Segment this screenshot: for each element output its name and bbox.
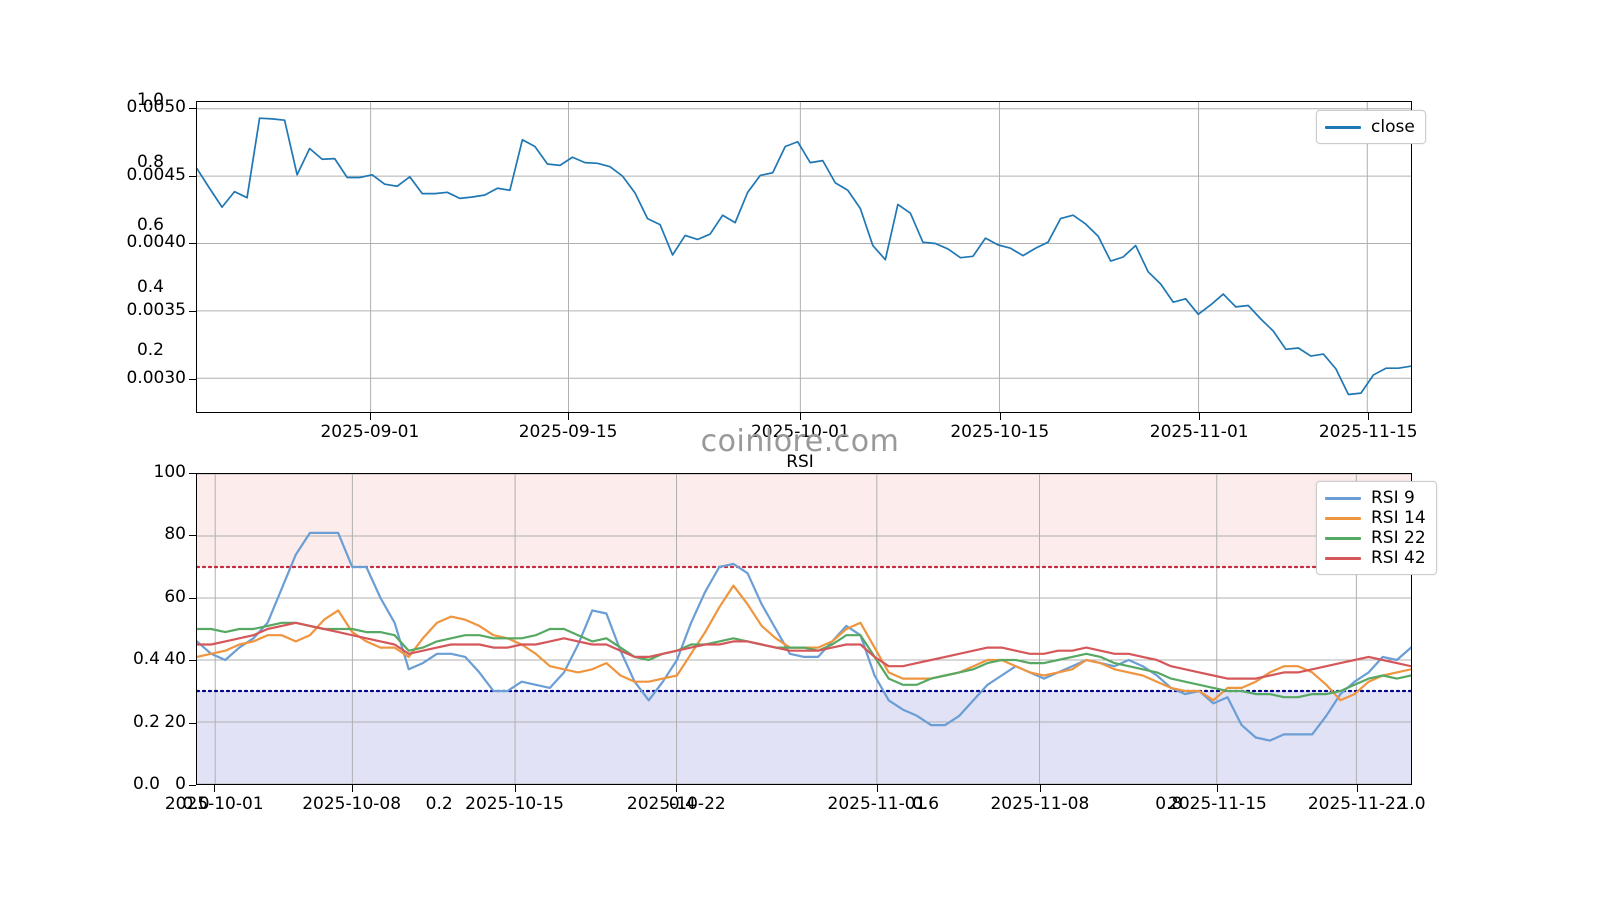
rsi-x-tick-mark (1357, 785, 1359, 792)
price-legend: close (1316, 110, 1426, 144)
price-y-tick-label: 0.0040 (126, 232, 186, 253)
rsi-x-tick-label: 2025-10-15 (465, 794, 564, 814)
legend-color-swatch-icon (1325, 516, 1361, 520)
rsi-x-tick-label: 2025-11-22 (1307, 794, 1407, 814)
rsi-y-tick-label: 20 (164, 711, 186, 732)
price-chart-panel (196, 101, 1412, 413)
rsi-plot-area (197, 474, 1411, 784)
legend-color-swatch-icon (1325, 125, 1361, 129)
price-y-tick-secondary-label: 0.6 (136, 214, 164, 235)
rsi-legend-item[interactable]: RSI 22 (1325, 528, 1426, 548)
rsi-x-tick-secondary-label: 0.6 (912, 794, 940, 814)
rsi-x-tick-label: 2025-10-22 (626, 794, 726, 814)
rsi-y-tick-mark (189, 535, 196, 537)
price-y-tick-mark (189, 243, 196, 245)
rsi-x-tick-label: 2025-10-01 (164, 794, 264, 814)
rsi-chart-panel (196, 473, 1412, 785)
rsi-x-tick-label: 2025-11-01 (827, 794, 927, 814)
legend-item-label: RSI 14 (1371, 508, 1426, 528)
price-y-tick-label: 0.0050 (126, 96, 186, 117)
legend-item-label: RSI 42 (1371, 548, 1426, 568)
rsi-x-tick-mark (1217, 785, 1219, 792)
rsi-y-tick-label: 40 (164, 649, 186, 670)
rsi-y-tick-secondary-label: 0.0 (132, 774, 160, 794)
rsi-chart-title: RSI (786, 452, 814, 472)
price-y-tick-label: 0.0045 (126, 164, 186, 185)
price-x-tick-mark (369, 413, 371, 420)
rsi-x-tick-secondary-label: 0.0 (182, 794, 210, 814)
price-x-tick-mark (568, 413, 570, 420)
rsi-legend-item[interactable]: RSI 42 (1325, 548, 1426, 568)
price-x-tick-label: 2025-10-01 (750, 422, 850, 442)
rsi-legend: RSI 9 RSI 14 RSI 22 RSI 42 (1316, 481, 1437, 575)
price-y-tick-secondary-label: 0.8 (136, 152, 164, 173)
rsi-y-tick-label: 100 (153, 462, 186, 482)
rsi-x-tick-mark (1039, 785, 1041, 792)
rsi-y-tick-mark (189, 785, 196, 786)
rsi-x-tick-mark (514, 785, 516, 792)
price-y-tick-secondary-label: 1.0 (136, 90, 164, 110)
price-x-tick-label: 2025-10-15 (950, 422, 1050, 442)
price-x-tick-label: 2025-09-01 (320, 422, 420, 442)
price-y-tick-secondary-label: 0.2 (136, 339, 164, 360)
price-x-tick-label: 2025-11-15 (1318, 422, 1418, 442)
price-y-tick-mark (189, 175, 196, 177)
price-y-tick-label: 0.0030 (126, 368, 186, 389)
rsi-x-tick-label: 2025-11-15 (1168, 794, 1267, 814)
rsi-y-tick-mark (189, 722, 196, 724)
legend-color-swatch-icon (1325, 556, 1361, 560)
price-x-tick-mark (999, 413, 1001, 420)
rsi-y-tick-secondary-label: 0.2 (132, 711, 160, 732)
price-y-tick-label: 0.0035 (126, 300, 186, 321)
price-y-tick-mark (189, 379, 196, 381)
rsi-y-tick-secondary-label: 0.4 (132, 649, 160, 670)
price-x-tick-label: 2025-11-01 (1149, 422, 1249, 442)
rsi-y-tick-label: 0 (175, 774, 186, 794)
rsi-y-tick-mark (189, 660, 196, 662)
rsi-x-tick-secondary-label: 0.4 (668, 794, 696, 814)
price-x-tick-mark (1368, 413, 1370, 420)
price-x-tick-mark (800, 413, 802, 420)
rsi-y-tick-label: 80 (164, 524, 186, 545)
rsi-x-tick-label: 2025-10-08 (302, 794, 402, 814)
legend-item-label: RSI 9 (1371, 488, 1415, 508)
rsi-x-tick-mark (676, 785, 678, 792)
rsi-y-tick-mark (189, 473, 196, 474)
price-x-tick-label: 2025-09-15 (518, 422, 618, 442)
rsi-x-tick-mark (351, 785, 353, 792)
rsi-x-tick-label: 2025-11-08 (990, 794, 1090, 814)
price-legend-item[interactable]: close (1325, 117, 1415, 137)
price-x-tick-mark (1199, 413, 1201, 420)
rsi-x-tick-mark (876, 785, 878, 792)
legend-color-swatch-icon (1325, 496, 1361, 500)
price-y-tick-mark (189, 311, 196, 313)
rsi-legend-item[interactable]: RSI 9 (1325, 488, 1426, 508)
rsi-x-tick-mark (214, 785, 216, 792)
rsi-x-tick-secondary-label: 0.2 (425, 794, 453, 814)
price-plot-area (197, 102, 1411, 412)
legend-item-label: RSI 22 (1371, 528, 1426, 548)
rsi-x-tick-secondary-label: 1.0 (1398, 794, 1426, 814)
rsi-y-tick-mark (189, 597, 196, 599)
rsi-x-tick-secondary-label: 0.8 (1155, 794, 1183, 814)
rsi-y-tick-label: 60 (164, 586, 186, 607)
legend-color-swatch-icon (1325, 536, 1361, 540)
rsi-legend-item[interactable]: RSI 14 (1325, 508, 1426, 528)
price-y-tick-mark (189, 107, 196, 109)
price-y-tick-secondary-label: 0.4 (136, 277, 164, 298)
legend-item-label: close (1371, 117, 1415, 137)
